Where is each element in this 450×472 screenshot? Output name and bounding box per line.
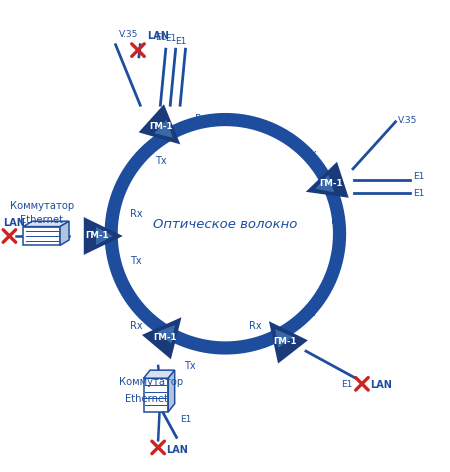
Polygon shape [142,317,181,359]
Polygon shape [23,227,60,245]
Polygon shape [275,329,292,348]
Text: Rx: Rx [130,210,143,219]
Polygon shape [84,217,123,255]
Text: Tx: Tx [304,308,315,318]
Polygon shape [139,104,180,144]
Polygon shape [157,325,175,344]
Text: LAN: LAN [370,379,392,390]
Text: ГМ-1: ГМ-1 [85,231,108,241]
Text: E1: E1 [180,415,192,424]
Text: LAN: LAN [147,31,169,41]
Text: ГМ-1: ГМ-1 [273,337,297,346]
Text: Коммутатор: Коммутатор [9,201,74,211]
Text: Tx: Tx [184,361,196,371]
Text: E1: E1 [414,172,425,181]
Polygon shape [269,321,308,363]
Text: E1: E1 [414,189,425,198]
Polygon shape [96,227,113,245]
Text: E1: E1 [156,34,167,42]
Polygon shape [315,175,334,192]
Text: LAN: LAN [3,219,25,228]
Text: Оптическое волокно: Оптическое волокно [153,219,297,231]
Polygon shape [154,120,173,138]
Polygon shape [23,221,69,227]
Polygon shape [60,221,69,245]
Text: V.35: V.35 [398,117,417,126]
Text: Rx: Rx [249,321,261,331]
Text: Tx: Tx [305,149,317,159]
Text: E1: E1 [176,37,187,46]
Polygon shape [168,370,175,412]
Text: ГМ-1: ГМ-1 [149,122,172,131]
Text: V.35: V.35 [118,30,138,39]
Text: LAN: LAN [166,445,188,455]
Text: Rx: Rx [331,216,343,226]
Text: Tx: Tx [154,156,166,166]
Text: Tx: Tx [130,256,142,266]
Text: E1: E1 [341,380,352,389]
Text: ГМ-1: ГМ-1 [319,179,342,188]
Text: Rx: Rx [130,320,143,330]
Text: ГМ-1: ГМ-1 [153,333,176,342]
Polygon shape [306,162,349,198]
Text: Ethernet: Ethernet [20,215,63,225]
Text: E1: E1 [166,34,177,43]
Text: Коммутатор: Коммутатор [119,378,183,388]
Text: Rx: Rx [195,114,207,124]
Polygon shape [144,370,175,378]
Text: Ethernet: Ethernet [125,395,167,405]
Polygon shape [144,378,168,412]
